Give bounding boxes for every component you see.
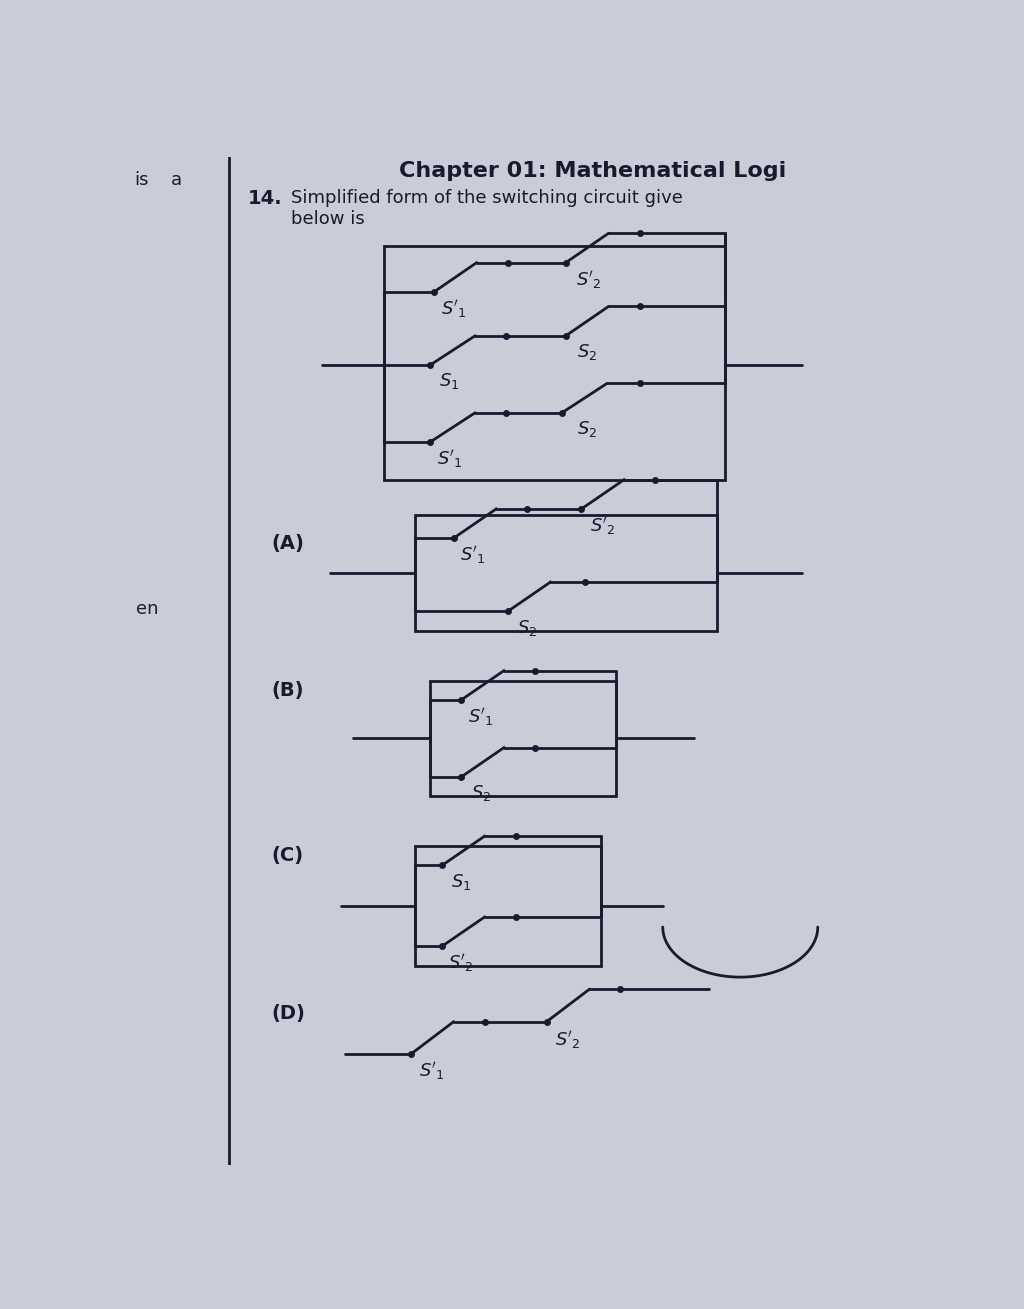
Text: $S_2$: $S_2$ xyxy=(471,783,490,804)
Text: $S'_1$: $S'_1$ xyxy=(468,706,494,728)
Text: $S'_2$: $S'_2$ xyxy=(577,268,602,291)
Text: (A): (A) xyxy=(271,534,304,554)
Text: $S'_1$: $S'_1$ xyxy=(419,1060,444,1083)
Text: en: en xyxy=(136,600,159,618)
Text: (D): (D) xyxy=(271,1004,305,1024)
Text: a: a xyxy=(171,171,181,188)
Bar xyxy=(415,516,717,631)
Bar xyxy=(430,681,616,796)
Text: (B): (B) xyxy=(271,681,304,700)
Text: (C): (C) xyxy=(271,846,303,865)
Bar xyxy=(384,246,725,480)
Text: $S'_1$: $S'_1$ xyxy=(440,298,466,319)
Text: $S'_2$: $S'_2$ xyxy=(555,1029,581,1051)
Text: Chapter 01: Mathematical Logi: Chapter 01: Mathematical Logi xyxy=(399,161,786,181)
Text: $S'_1$: $S'_1$ xyxy=(437,448,463,470)
Bar xyxy=(415,846,601,966)
Text: $S_2$: $S_2$ xyxy=(578,342,598,361)
Text: 14.: 14. xyxy=(248,190,283,208)
Text: $S_2$: $S_2$ xyxy=(517,618,538,637)
Text: Simplified form of the switching circuit give
below is: Simplified form of the switching circuit… xyxy=(291,190,683,228)
Text: $S_1$: $S_1$ xyxy=(452,872,471,891)
Text: $S_1$: $S_1$ xyxy=(439,372,460,391)
Text: $S'_2$: $S'_2$ xyxy=(590,516,615,537)
Text: $S'_1$: $S'_1$ xyxy=(460,545,485,567)
Text: $S'_2$: $S'_2$ xyxy=(449,953,474,974)
Text: $S_2$: $S_2$ xyxy=(577,419,597,439)
Text: is: is xyxy=(134,171,148,188)
